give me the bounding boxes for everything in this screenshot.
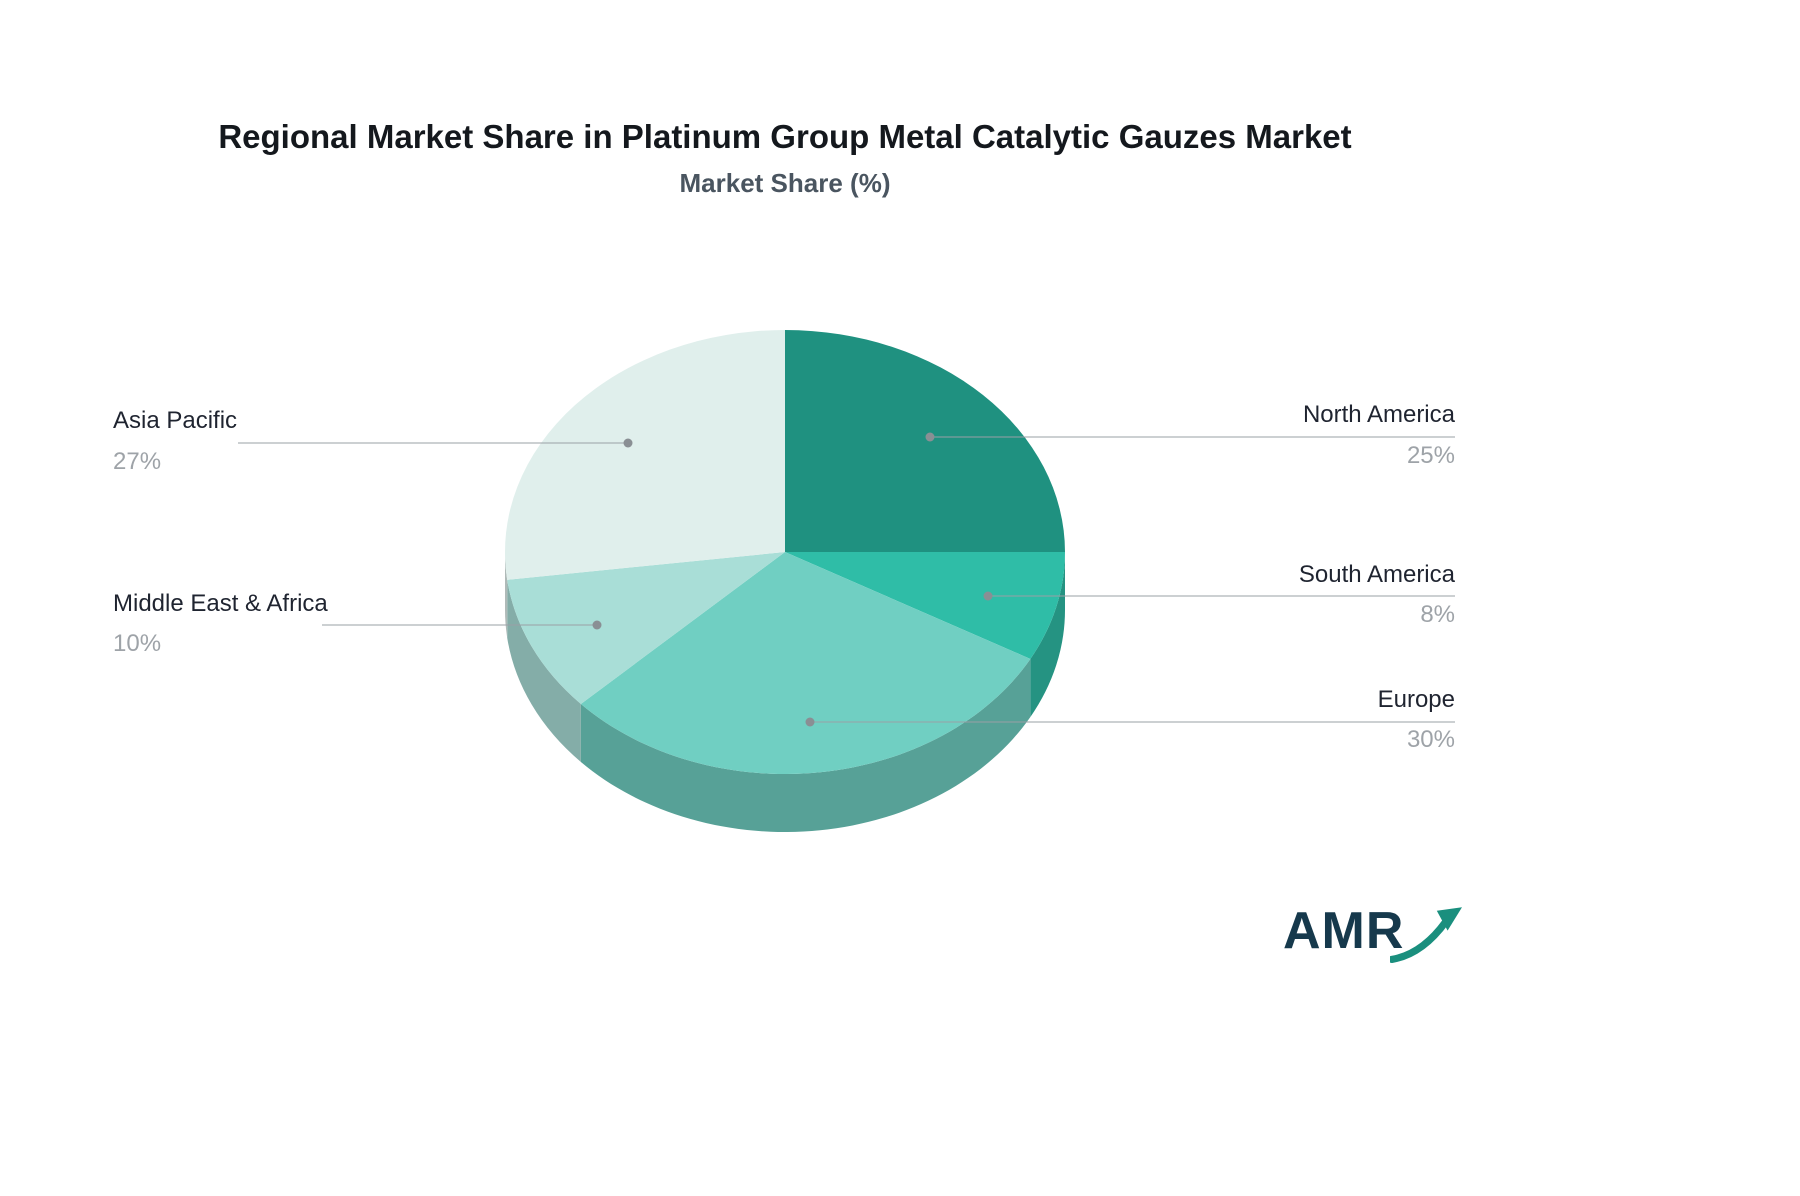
pie-slice-side-south-america xyxy=(1030,552,1065,717)
callout-lines-group xyxy=(238,432,1455,727)
amr-logo-arrow-icon xyxy=(1390,907,1463,963)
pie-slice-europe xyxy=(580,552,1031,775)
chart-title: Regional Market Share in Platinum Group … xyxy=(218,118,1352,155)
callout-dot-south-america xyxy=(983,591,993,601)
callout-dot-europe xyxy=(805,717,815,727)
pie-slice-side-middle-east-africa xyxy=(507,579,581,762)
callout-value: 27% xyxy=(113,448,162,475)
callout-dot-north-america xyxy=(925,432,935,442)
callout-name: South America xyxy=(1298,561,1455,588)
callout-value: 30% xyxy=(1406,726,1455,753)
amr-logo: AMR xyxy=(1283,896,1463,966)
pie-slice-middle-east-africa xyxy=(507,552,785,704)
callout-dot-asia-pacific xyxy=(623,438,633,448)
pie-slices-group xyxy=(505,330,1065,833)
pie-slice-south-america xyxy=(785,552,1065,659)
callout-value: 8% xyxy=(1420,601,1455,628)
callout-value: 10% xyxy=(113,630,162,657)
pie-slice-north-america xyxy=(785,330,1065,552)
callout-name: Middle East & Africa xyxy=(113,590,328,617)
callout-name: North America xyxy=(1302,401,1455,428)
callout-name: Europe xyxy=(1377,686,1455,713)
pie-slice-side-europe xyxy=(580,658,1031,833)
callout-dot-middle-east-africa xyxy=(592,620,602,630)
pie-slice-asia-pacific xyxy=(505,330,785,580)
chart-subtitle: Market Share (%) xyxy=(679,168,891,198)
callout-name: Asia Pacific xyxy=(113,407,238,434)
callout-value: 25% xyxy=(1406,442,1455,469)
amr-logo-text: AMR xyxy=(1283,902,1405,960)
pie-slice-side-asia-pacific xyxy=(505,552,508,638)
